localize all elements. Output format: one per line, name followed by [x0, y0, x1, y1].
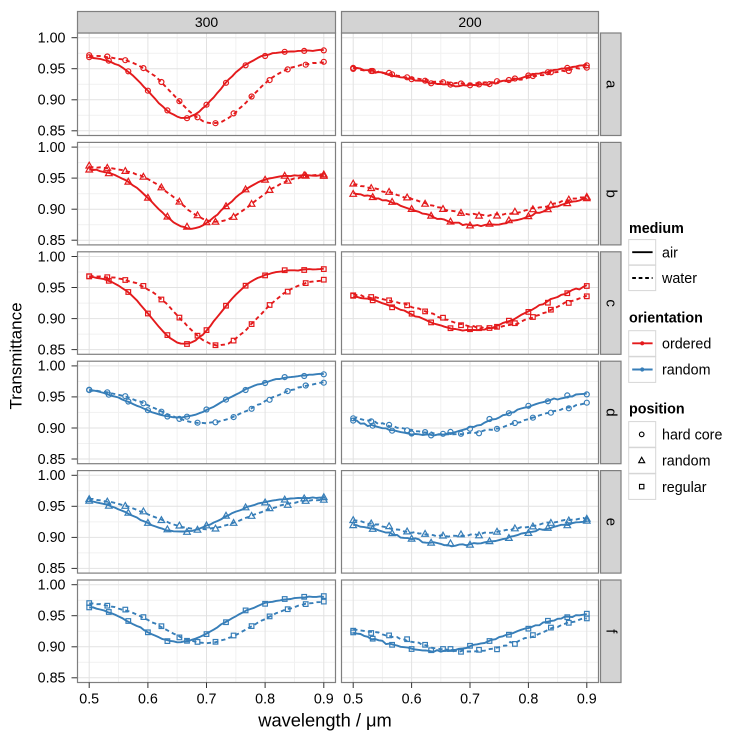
- svg-text:air: air: [662, 245, 678, 261]
- svg-text:0.7: 0.7: [197, 692, 217, 708]
- svg-text:wavelength / μm: wavelength / μm: [257, 710, 392, 731]
- svg-text:random: random: [662, 454, 710, 470]
- svg-text:0.85: 0.85: [38, 124, 66, 140]
- svg-text:0.6: 0.6: [138, 692, 158, 708]
- svg-text:0.9: 0.9: [577, 692, 597, 708]
- svg-text:0.95: 0.95: [38, 609, 66, 625]
- svg-text:0.90: 0.90: [38, 311, 66, 327]
- svg-text:0.95: 0.95: [38, 171, 66, 187]
- svg-text:0.5: 0.5: [343, 692, 363, 708]
- svg-text:0.95: 0.95: [38, 390, 66, 406]
- svg-text:Transmittance: Transmittance: [7, 302, 26, 409]
- svg-text:0.90: 0.90: [38, 530, 66, 546]
- svg-text:0.90: 0.90: [38, 93, 66, 109]
- svg-text:1.00: 1.00: [38, 249, 66, 265]
- svg-text:0.85: 0.85: [38, 233, 66, 249]
- svg-text:1.00: 1.00: [38, 140, 66, 156]
- svg-text:c: c: [602, 299, 619, 307]
- svg-text:regular: regular: [662, 480, 707, 496]
- svg-text:1.00: 1.00: [38, 31, 66, 47]
- svg-text:ordered: ordered: [662, 336, 711, 352]
- svg-text:0.90: 0.90: [38, 202, 66, 218]
- svg-text:medium: medium: [629, 221, 684, 237]
- svg-text:position: position: [629, 402, 685, 418]
- svg-text:0.85: 0.85: [38, 671, 66, 687]
- svg-text:f: f: [602, 629, 619, 634]
- svg-text:0.85: 0.85: [38, 561, 66, 577]
- svg-text:0.95: 0.95: [38, 499, 66, 515]
- svg-text:0.7: 0.7: [460, 692, 480, 708]
- svg-text:0.5: 0.5: [79, 692, 99, 708]
- svg-text:0.95: 0.95: [38, 62, 66, 78]
- svg-text:b: b: [602, 190, 619, 198]
- svg-text:water: water: [661, 271, 697, 287]
- svg-text:0.85: 0.85: [38, 342, 66, 358]
- svg-text:0.9: 0.9: [314, 692, 334, 708]
- svg-text:1.00: 1.00: [38, 468, 66, 484]
- svg-text:hard core: hard core: [662, 428, 722, 444]
- svg-text:1.00: 1.00: [38, 359, 66, 375]
- svg-text:0.8: 0.8: [518, 692, 538, 708]
- svg-text:300: 300: [195, 14, 219, 30]
- svg-text:200: 200: [458, 14, 482, 30]
- svg-text:a: a: [602, 80, 619, 89]
- svg-text:e: e: [602, 518, 619, 526]
- svg-text:orientation: orientation: [629, 311, 703, 327]
- svg-text:1.00: 1.00: [38, 578, 66, 594]
- svg-text:0.85: 0.85: [38, 452, 66, 468]
- svg-text:0.90: 0.90: [38, 421, 66, 437]
- svg-text:0.95: 0.95: [38, 280, 66, 296]
- svg-text:0.90: 0.90: [38, 640, 66, 656]
- svg-text:random: random: [662, 363, 710, 379]
- svg-text:d: d: [602, 408, 619, 416]
- svg-text:0.6: 0.6: [402, 692, 422, 708]
- svg-text:0.8: 0.8: [255, 692, 275, 708]
